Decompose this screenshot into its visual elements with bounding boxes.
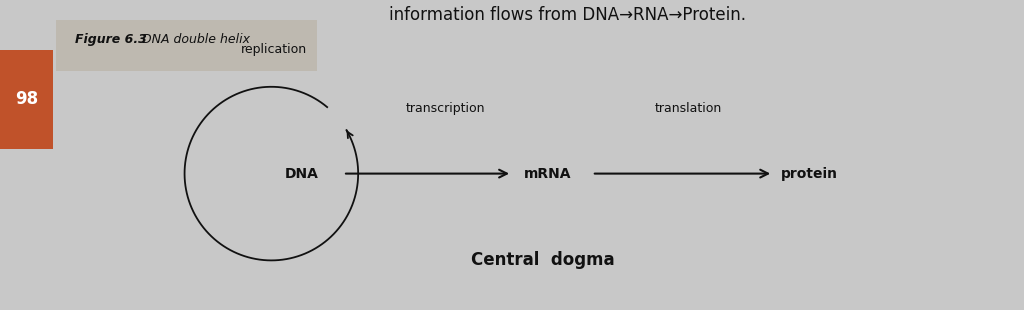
Text: protein: protein — [780, 166, 838, 181]
Text: transcription: transcription — [406, 102, 485, 115]
Text: 98: 98 — [15, 90, 38, 108]
FancyBboxPatch shape — [56, 20, 317, 71]
Text: replication: replication — [242, 43, 307, 56]
Text: Figure 6.3: Figure 6.3 — [75, 33, 146, 46]
Text: information flows from DNA→RNA→Protein.: information flows from DNA→RNA→Protein. — [389, 6, 746, 24]
FancyBboxPatch shape — [0, 50, 53, 149]
Text: DNA double helix: DNA double helix — [138, 33, 250, 46]
Text: mRNA: mRNA — [524, 166, 571, 181]
Text: translation: translation — [654, 102, 722, 115]
Text: DNA: DNA — [285, 166, 319, 181]
Text: Central  dogma: Central dogma — [471, 251, 614, 269]
